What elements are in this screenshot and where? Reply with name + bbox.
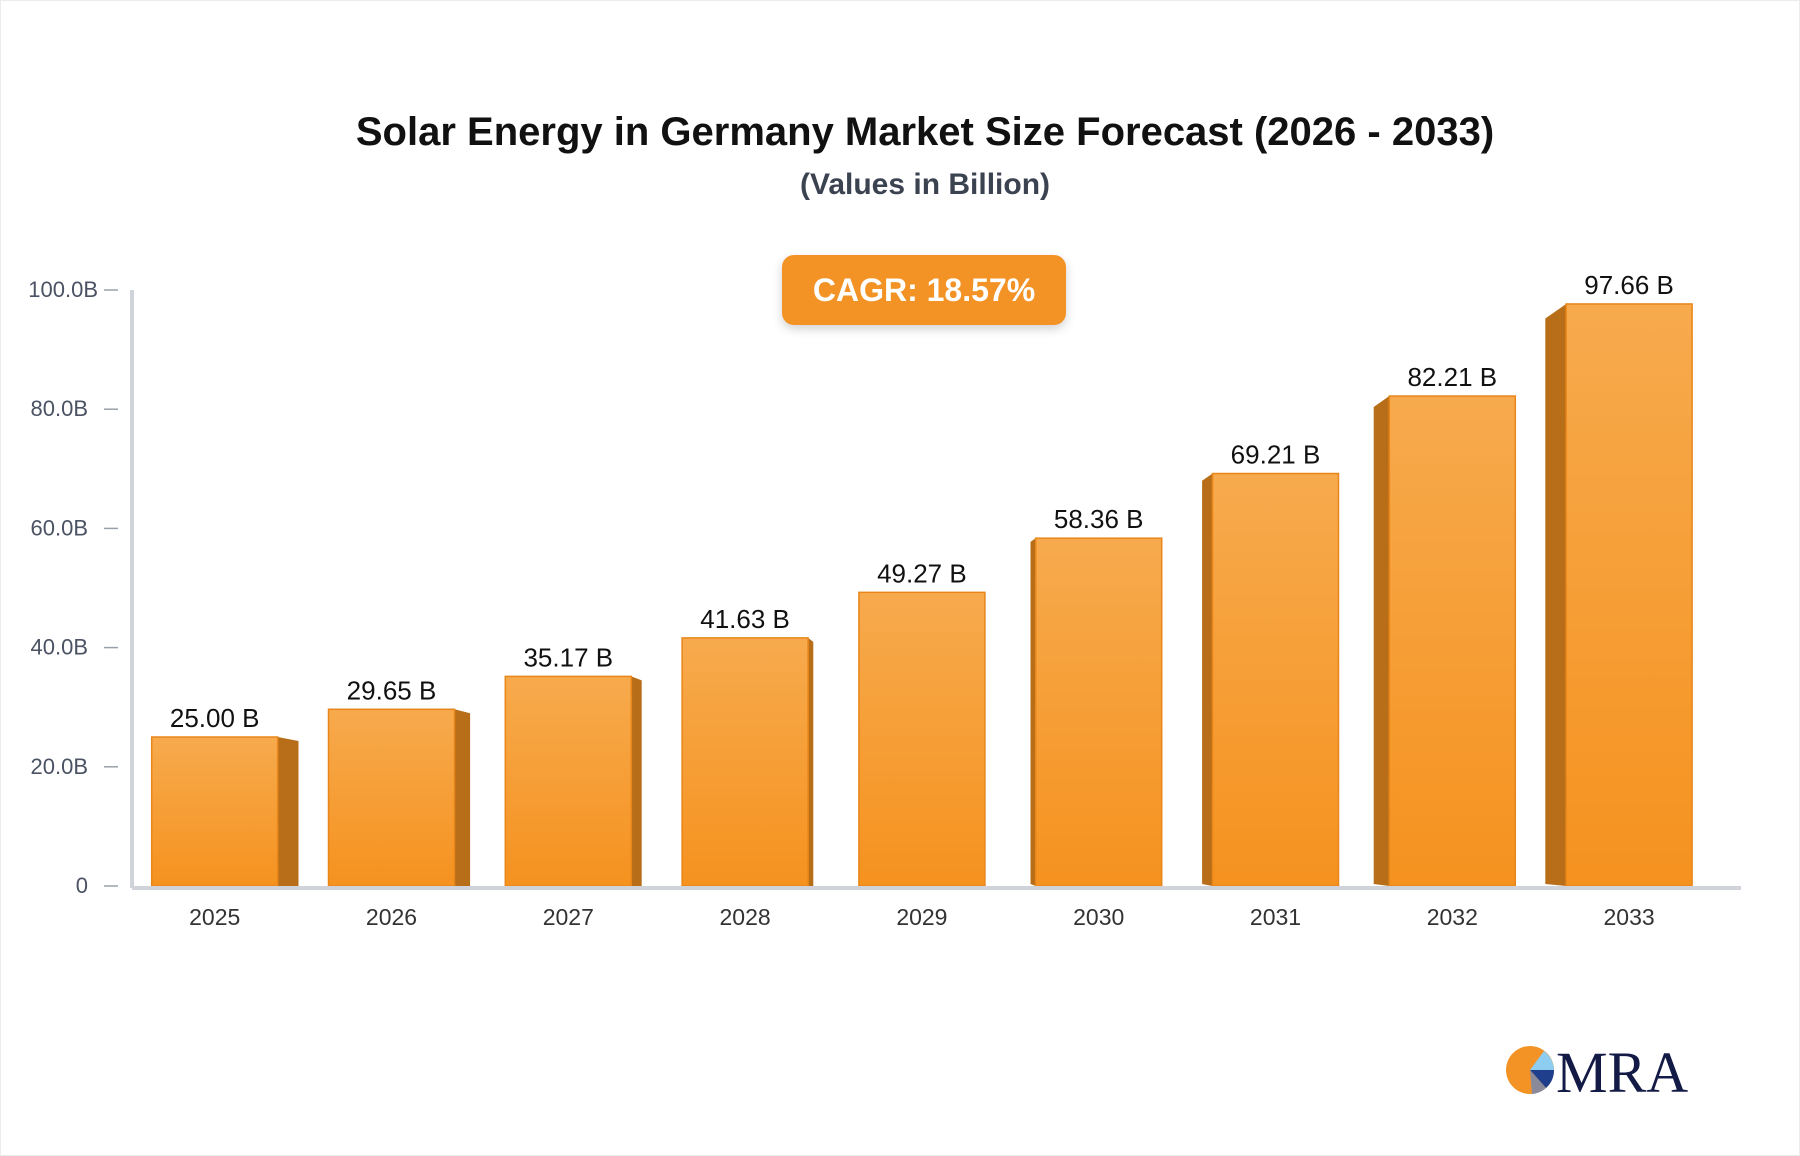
bar-side (454, 709, 471, 886)
bar-side (631, 676, 642, 886)
y-tick-label: 60.0B (31, 515, 89, 540)
mra-logo-icon: MRA (1506, 1040, 1688, 1105)
x-tick-label: 2029 (896, 904, 947, 930)
x-tick-label: 2026 (366, 904, 417, 930)
x-tick-label: 2027 (543, 904, 594, 930)
x-tick-label: 2033 (1604, 904, 1655, 930)
chart-subtitle: (Values in Billion) (799, 168, 1051, 201)
bar (504, 675, 633, 887)
data-label: 97.66 B (1584, 270, 1674, 300)
bars: 25.00 B 29.65 B 35.17 B 41.63 B 49.27 B 58.36… (150, 270, 1693, 887)
bar-side (1545, 303, 1567, 886)
chart-title: Solar Energy in Germany Market Size Fore… (355, 110, 1495, 154)
bar (858, 591, 986, 887)
bar (327, 708, 456, 887)
data-label: 35.17 B (523, 642, 613, 672)
bar (1565, 303, 1693, 887)
data-label: 29.65 B (347, 675, 437, 705)
bar-group: 97.66 B (1545, 270, 1693, 887)
bar (1034, 537, 1163, 887)
y-tick-label: 100.0B (28, 277, 98, 302)
x-tick-label: 2030 (1073, 904, 1124, 930)
data-label: 58.36 B (1054, 504, 1144, 534)
y-tick-label: 0 (76, 873, 88, 898)
y-tick-label: 40.0B (31, 635, 89, 660)
bar-group: 82.21 B (1373, 362, 1517, 887)
logo-text: MRA (1556, 1040, 1688, 1100)
y-tick-label: 80.0B (31, 396, 89, 421)
data-label: 49.27 B (877, 558, 967, 588)
bar (150, 736, 279, 887)
bar (681, 637, 809, 887)
x-axis: 2025 2026 2027 2028 2029 2030 2031 2032 2033 (132, 886, 1741, 930)
cagr-badge: CAGR: 18.57% (782, 255, 1066, 325)
data-label: 69.21 B (1231, 440, 1321, 470)
y-tick-label: 20.0B (31, 754, 89, 779)
y-axis: 0 20.0B 40.0B 60.0B 80.0B 100.0B (28, 277, 134, 898)
x-tick-label: 2032 (1427, 904, 1478, 930)
bar-side (1202, 473, 1213, 886)
data-label: 41.63 B (700, 604, 790, 634)
bar-side (808, 637, 814, 886)
bar (1211, 472, 1340, 887)
data-label: 82.21 B (1407, 362, 1497, 392)
bar-side (277, 737, 299, 886)
bar-side (1030, 538, 1036, 886)
bar-group: 35.17 B (504, 642, 642, 887)
x-tick-label: 2025 (189, 904, 240, 930)
bar-group: 49.27 B (858, 558, 986, 887)
bar-group: 69.21 B (1202, 440, 1340, 887)
bar-group: 29.65 B (327, 675, 471, 887)
bar-side (1373, 396, 1390, 886)
data-label: 25.00 B (170, 703, 260, 733)
bar (1388, 395, 1517, 887)
bar-group: 58.36 B (1030, 504, 1163, 887)
x-tick-label: 2031 (1250, 904, 1301, 930)
mra-logo: MRA (1504, 1040, 1694, 1105)
x-tick-label: 2028 (720, 904, 771, 930)
bar-group: 41.63 B (681, 604, 814, 887)
bar-group: 25.00 B (150, 703, 299, 887)
